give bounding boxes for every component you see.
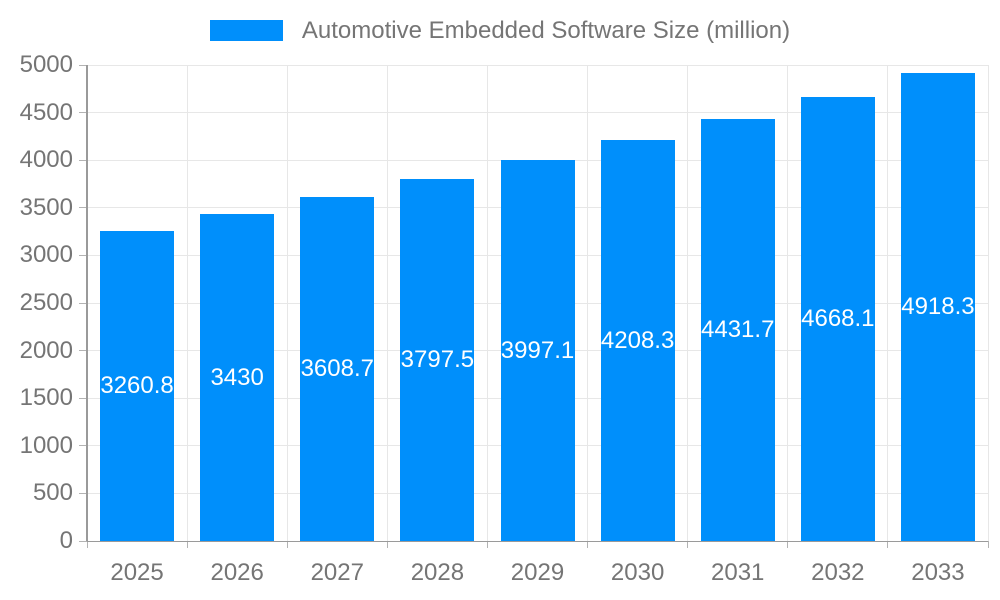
x-gridline: [186, 65, 188, 541]
bar-value-label: 3997.1: [500, 336, 575, 364]
x-tick: [186, 541, 188, 548]
bar-2027[interactable]: [300, 197, 375, 541]
y-tick-label: 1000: [19, 431, 73, 459]
bar-2028[interactable]: [400, 179, 475, 541]
y-tick: [79, 350, 87, 352]
y-tick-label: 0: [59, 527, 73, 554]
bar-2025[interactable]: [100, 230, 175, 541]
y-tick-label: 2500: [19, 289, 73, 316]
x-tick: [486, 541, 488, 548]
x-gridline: [687, 65, 689, 541]
x-tick: [386, 541, 388, 548]
x-tick: [987, 541, 989, 548]
bar-2029[interactable]: [500, 160, 575, 541]
legend-marker-icon: [209, 20, 283, 41]
x-tick-label: 2031: [711, 559, 765, 586]
bar-value-label: 4431.7: [701, 316, 775, 344]
y-tick: [79, 207, 87, 209]
bar-value-label: 4668.1: [801, 304, 875, 332]
bar-value-label: 3797.5: [400, 346, 475, 374]
y-tick: [79, 112, 87, 114]
y-tick: [79, 302, 87, 304]
y-tick-label: 4500: [19, 98, 73, 126]
x-gridline: [587, 65, 589, 541]
bar-2026[interactable]: [200, 214, 275, 541]
x-gridline: [987, 65, 989, 541]
y-tick: [79, 254, 87, 256]
x-gridline: [887, 65, 889, 541]
y-axis-line: [86, 65, 88, 541]
x-tick-label: 2032: [811, 559, 865, 586]
x-tick: [286, 541, 288, 548]
x-tick-label: 2028: [410, 559, 465, 586]
bar-2032[interactable]: [800, 96, 875, 541]
legend[interactable]: Automotive Embedded Software Size (milli…: [0, 17, 1000, 44]
x-gridline: [286, 65, 288, 541]
y-tick: [79, 159, 87, 161]
x-gridline: [486, 65, 488, 541]
x-tick-label: 2027: [310, 559, 364, 586]
y-tick-label: 2000: [19, 336, 73, 364]
bar-value-label: 3608.7: [300, 355, 374, 383]
y-tick-label: 4000: [19, 146, 73, 174]
x-tick-label: 2025: [110, 559, 164, 586]
x-tick-label: 2029: [510, 559, 565, 586]
x-tick: [887, 541, 889, 548]
x-tick: [587, 541, 589, 548]
x-tick: [86, 541, 88, 548]
y-tick: [79, 492, 87, 494]
y-tick: [79, 540, 87, 542]
y-gridline: [87, 159, 988, 161]
y-tick-label: 3000: [19, 241, 73, 269]
bar-value-label: 4918.3: [901, 292, 975, 320]
bar-2030[interactable]: [600, 140, 675, 541]
x-axis-line: [87, 540, 988, 542]
x-tick-label: 2030: [610, 559, 665, 586]
x-tick: [787, 541, 789, 548]
y-tick-label: 500: [32, 479, 73, 507]
bar-value-label: 4208.3: [600, 326, 675, 354]
y-tick-label: 1500: [19, 384, 73, 412]
x-tick-label: 2033: [911, 559, 965, 586]
y-gridline: [87, 64, 988, 66]
legend-label: Automotive Embedded Software Size (milli…: [301, 17, 791, 44]
x-gridline: [787, 65, 789, 541]
y-tick: [79, 445, 87, 447]
y-tick-label: 3500: [19, 193, 73, 221]
x-tick: [687, 541, 689, 548]
y-tick-label: 5000: [19, 51, 73, 78]
bar-2033[interactable]: [900, 72, 975, 541]
x-gridline: [386, 65, 388, 541]
bar-value-label: 3260.8: [100, 371, 174, 399]
bar-value-label: 3430: [210, 363, 264, 391]
y-tick: [79, 64, 87, 66]
x-tick-label: 2026: [210, 559, 264, 586]
bar-2031[interactable]: [700, 119, 775, 541]
y-tick: [79, 397, 87, 399]
y-gridline: [87, 112, 988, 114]
